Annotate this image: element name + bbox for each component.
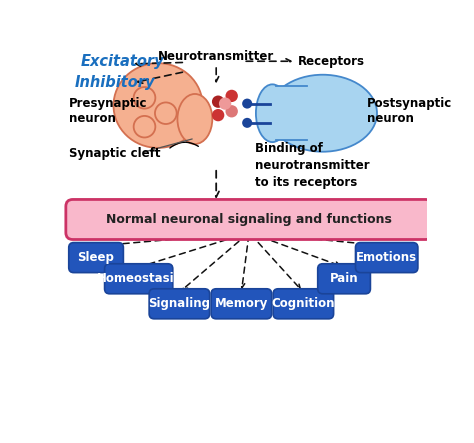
FancyBboxPatch shape	[149, 289, 210, 319]
Circle shape	[226, 105, 238, 117]
Text: Neurotransmitter: Neurotransmitter	[158, 50, 274, 63]
Text: Normal neuronal signaling and functions: Normal neuronal signaling and functions	[106, 213, 392, 226]
Ellipse shape	[113, 63, 202, 148]
Text: Pain: Pain	[330, 272, 358, 285]
FancyBboxPatch shape	[69, 243, 123, 272]
Circle shape	[212, 109, 224, 121]
Text: Homeostasis: Homeostasis	[96, 272, 181, 285]
Ellipse shape	[268, 75, 377, 152]
Text: Synaptic cleft: Synaptic cleft	[69, 147, 160, 160]
FancyBboxPatch shape	[273, 289, 334, 319]
Text: Inhibitory: Inhibitory	[75, 75, 155, 90]
Circle shape	[219, 97, 231, 110]
Text: Emotions: Emotions	[356, 251, 417, 264]
Ellipse shape	[177, 94, 212, 144]
Text: Memory: Memory	[215, 297, 268, 310]
Text: Cognition: Cognition	[272, 297, 335, 310]
Text: Binding of
neurotransmitter
to its receptors: Binding of neurotransmitter to its recep…	[255, 142, 370, 189]
Text: Presynaptic
neuron: Presynaptic neuron	[69, 97, 147, 125]
Text: Excitatory: Excitatory	[81, 54, 164, 69]
Text: Sleep: Sleep	[78, 251, 115, 264]
FancyBboxPatch shape	[66, 199, 432, 240]
Text: Receptors: Receptors	[298, 55, 365, 68]
Circle shape	[212, 96, 224, 108]
Text: Postsynaptic
neuron: Postsynaptic neuron	[367, 97, 453, 125]
FancyBboxPatch shape	[276, 86, 307, 140]
FancyBboxPatch shape	[318, 264, 370, 294]
Ellipse shape	[256, 84, 289, 142]
Circle shape	[226, 90, 238, 102]
FancyBboxPatch shape	[105, 264, 173, 294]
Circle shape	[242, 99, 252, 109]
FancyBboxPatch shape	[211, 289, 272, 319]
FancyBboxPatch shape	[356, 243, 418, 272]
Text: Signaling: Signaling	[148, 297, 210, 310]
Circle shape	[242, 118, 252, 128]
